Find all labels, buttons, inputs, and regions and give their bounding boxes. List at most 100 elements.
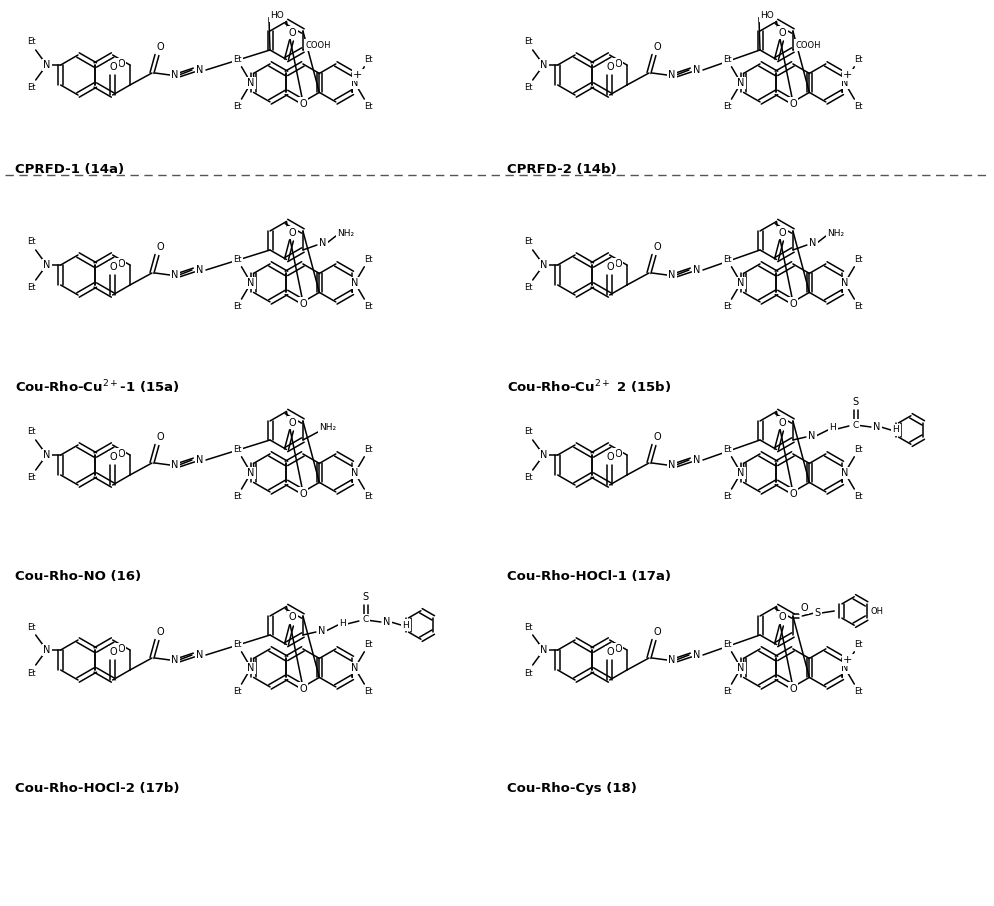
Text: O: O: [789, 489, 797, 499]
Text: CPRFD-2 (14b): CPRFD-2 (14b): [507, 163, 616, 176]
Text: O: O: [614, 59, 622, 69]
Text: O: O: [109, 647, 117, 657]
Text: Et: Et: [234, 445, 242, 454]
Text: O: O: [606, 647, 614, 657]
Text: H: H: [340, 619, 346, 628]
Text: O: O: [288, 612, 296, 622]
Text: O: O: [778, 612, 786, 622]
Text: N: N: [248, 78, 254, 88]
Text: O: O: [606, 452, 614, 462]
Text: O: O: [288, 418, 296, 428]
Text: HO: HO: [270, 11, 284, 20]
Text: O: O: [789, 684, 797, 694]
Text: O: O: [109, 452, 117, 462]
Text: O: O: [117, 259, 125, 269]
Text: Et: Et: [854, 641, 863, 650]
Text: N: N: [668, 655, 676, 665]
Text: O: O: [156, 242, 164, 252]
Text: N: N: [171, 460, 179, 470]
Text: O: O: [653, 242, 661, 252]
Text: Et: Et: [28, 284, 36, 293]
Text: S: S: [363, 592, 369, 602]
Text: COOH: COOH: [795, 41, 821, 50]
Text: N: N: [351, 278, 359, 288]
Text: Et: Et: [724, 255, 732, 265]
Text: Cou-Rho-Cu$^{2+}$ 2 (15b): Cou-Rho-Cu$^{2+}$ 2 (15b): [507, 378, 671, 396]
Text: N: N: [351, 467, 359, 477]
Text: N: N: [693, 650, 701, 660]
Text: Et: Et: [364, 55, 373, 64]
Text: N: N: [540, 450, 548, 460]
Text: OH: OH: [871, 606, 884, 615]
Text: N: N: [43, 260, 51, 270]
Text: Et: Et: [364, 687, 373, 696]
Text: Et: Et: [234, 55, 242, 64]
Text: Et: Et: [525, 37, 533, 46]
Text: Et: Et: [364, 302, 373, 311]
Text: N: N: [738, 78, 745, 88]
Text: Cou-Rho-HOCl-2 (17b): Cou-Rho-HOCl-2 (17b): [15, 782, 180, 795]
Text: Et: Et: [854, 492, 863, 500]
Text: +: +: [843, 70, 853, 80]
Text: N: N: [668, 70, 676, 80]
Text: O: O: [778, 27, 786, 37]
Text: Et: Et: [364, 641, 373, 650]
Text: N: N: [693, 65, 701, 75]
Text: Et: Et: [525, 284, 533, 293]
Text: Et: Et: [854, 55, 863, 64]
Text: N: N: [738, 278, 745, 288]
Text: Et: Et: [234, 255, 242, 265]
Text: Et: Et: [525, 237, 533, 246]
Text: N: N: [738, 467, 745, 477]
Text: O: O: [653, 432, 661, 442]
Text: S: S: [814, 608, 820, 618]
Text: Et: Et: [854, 687, 863, 696]
Text: O: O: [653, 42, 661, 52]
Text: Et: Et: [724, 492, 732, 500]
Text: N: N: [693, 265, 701, 275]
Text: O: O: [653, 627, 661, 637]
Text: N: N: [738, 663, 745, 673]
Text: N: N: [196, 455, 204, 465]
Text: N: N: [248, 278, 254, 288]
Text: N: N: [841, 467, 849, 477]
Text: O: O: [288, 27, 296, 37]
Text: N: N: [540, 645, 548, 655]
Text: O: O: [299, 299, 307, 309]
Text: N: N: [43, 450, 51, 460]
Text: N: N: [171, 655, 179, 665]
Text: Et: Et: [724, 101, 732, 111]
Text: N: N: [873, 422, 881, 432]
Text: Et: Et: [525, 428, 533, 437]
Text: C: C: [853, 420, 859, 429]
Text: NH₂: NH₂: [319, 423, 337, 432]
Text: N: N: [43, 645, 51, 655]
Text: N: N: [171, 270, 179, 280]
Text: H: H: [893, 426, 900, 435]
Text: N: N: [43, 60, 51, 70]
Text: N: N: [196, 265, 204, 275]
Text: N: N: [841, 78, 849, 88]
Text: N: N: [318, 626, 326, 636]
Text: NH₂: NH₂: [337, 229, 355, 238]
Text: O: O: [606, 262, 614, 272]
Text: HO: HO: [760, 11, 774, 20]
Text: N: N: [841, 663, 849, 673]
Text: Cou-Rho-NO (16): Cou-Rho-NO (16): [15, 570, 141, 583]
Text: Et: Et: [854, 255, 863, 265]
Text: Et: Et: [234, 641, 242, 650]
Text: O: O: [800, 603, 808, 613]
Text: O: O: [156, 42, 164, 52]
Text: CPRFD-1 (14a): CPRFD-1 (14a): [15, 163, 124, 176]
Text: Et: Et: [525, 622, 533, 631]
Text: N: N: [668, 270, 676, 280]
Text: Et: Et: [854, 302, 863, 311]
Text: Et: Et: [234, 492, 242, 500]
Text: N: N: [351, 663, 359, 673]
Text: N: N: [540, 60, 548, 70]
Text: N: N: [809, 238, 817, 248]
Text: NH₂: NH₂: [827, 229, 845, 238]
Text: O: O: [299, 489, 307, 499]
Text: Cou-Rho-Cys (18): Cou-Rho-Cys (18): [507, 782, 637, 795]
Text: O: O: [789, 299, 797, 309]
